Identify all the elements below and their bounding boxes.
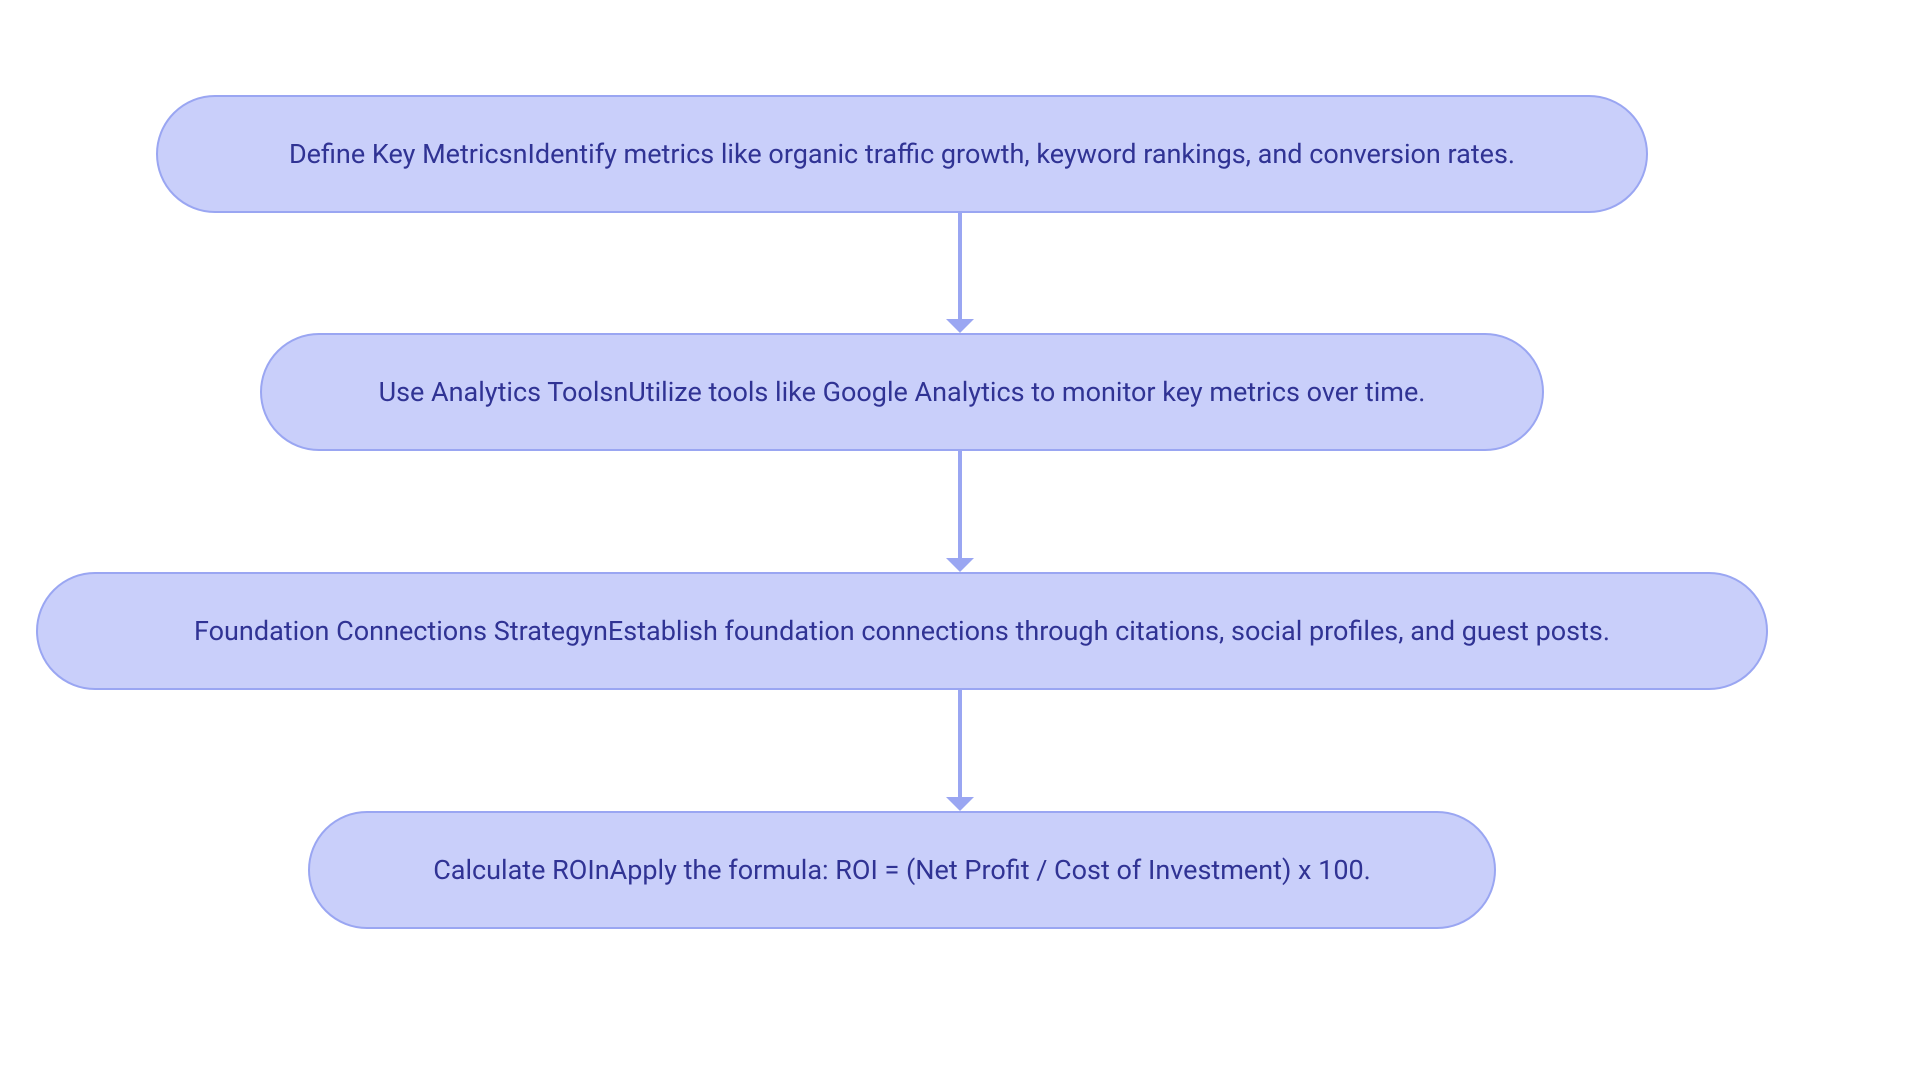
- flowchart-arrowhead-2: [946, 558, 974, 572]
- flowchart-arrow-1: [958, 213, 962, 319]
- flowchart-node-label: Foundation Connections StrategynEstablis…: [194, 615, 1610, 647]
- flowchart-node-4: Calculate ROInApply the formula: ROI = (…: [308, 811, 1496, 929]
- flowchart-arrow-2: [958, 451, 962, 558]
- flowchart-node-label: Use Analytics ToolsnUtilize tools like G…: [379, 376, 1426, 408]
- flowchart-node-3: Foundation Connections StrategynEstablis…: [36, 572, 1768, 690]
- flowchart-node-2: Use Analytics ToolsnUtilize tools like G…: [260, 333, 1544, 451]
- flowchart-canvas: Define Key MetricsnIdentify metrics like…: [0, 0, 1920, 1083]
- flowchart-node-label: Define Key MetricsnIdentify metrics like…: [289, 138, 1515, 170]
- flowchart-node-label: Calculate ROInApply the formula: ROI = (…: [433, 854, 1371, 886]
- flowchart-arrowhead-3: [946, 797, 974, 811]
- flowchart-node-1: Define Key MetricsnIdentify metrics like…: [156, 95, 1648, 213]
- flowchart-arrow-3: [958, 690, 962, 797]
- flowchart-arrowhead-1: [946, 319, 974, 333]
